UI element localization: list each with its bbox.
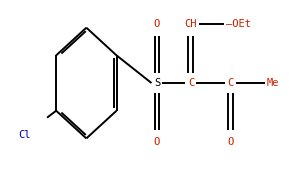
Text: O: O — [154, 137, 160, 147]
Text: C: C — [227, 78, 233, 88]
Text: Me: Me — [267, 78, 279, 88]
Text: O: O — [154, 19, 160, 29]
Text: Cl: Cl — [18, 130, 31, 140]
Text: CH: CH — [185, 19, 197, 29]
Text: O: O — [227, 137, 233, 147]
Text: S: S — [154, 78, 160, 88]
Text: —OEt: —OEt — [226, 19, 251, 29]
Text: C: C — [188, 78, 194, 88]
